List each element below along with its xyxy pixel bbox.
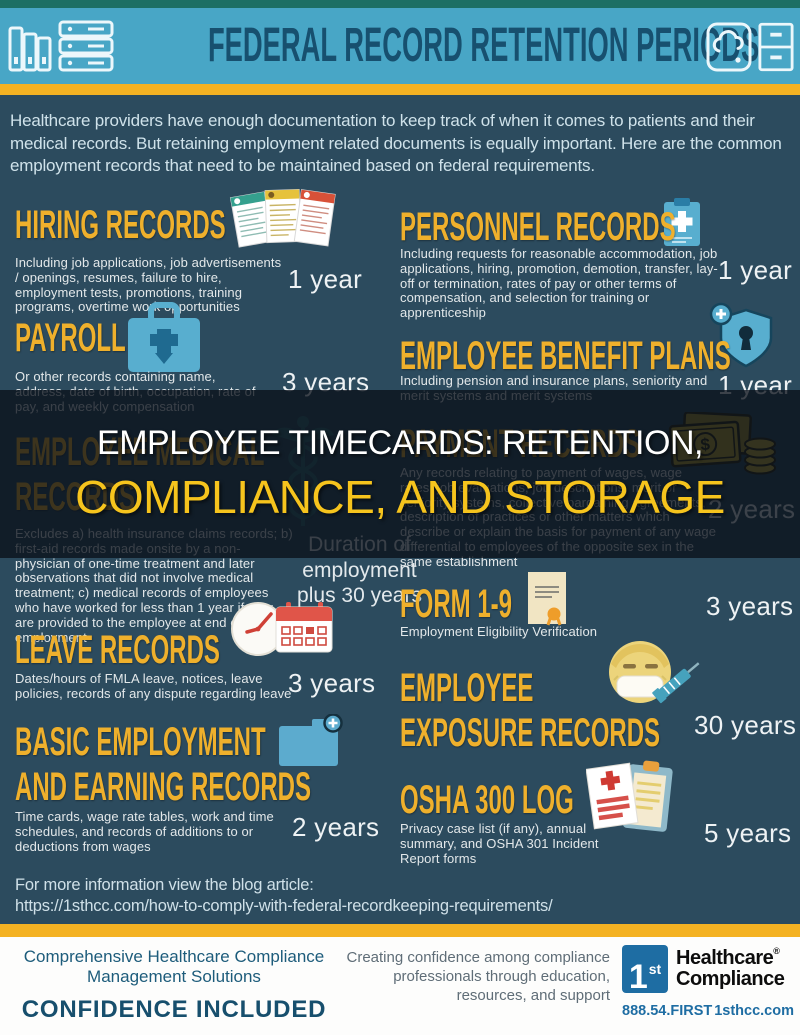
record-title-benefit: EMPLOYEE BENEFIT PLANS xyxy=(400,334,731,378)
blog-url-link[interactable]: https://1sthcc.com/how-to-comply-with-fe… xyxy=(15,897,553,915)
record-title-personnel: PERSONNEL RECORDS xyxy=(400,205,676,249)
record-desc-leave: Dates/hours of FMLA leave, notices, leav… xyxy=(15,671,292,701)
website-link[interactable]: 1sthcc.com xyxy=(714,1003,794,1019)
retention-basic: 2 years xyxy=(292,812,380,842)
retention-exposure: 30 years xyxy=(694,710,797,740)
logo-name-line2: Compliance xyxy=(676,968,785,990)
retention-leave: 3 years xyxy=(288,668,376,698)
footer-bar: Comprehensive Healthcare Compliance Mana… xyxy=(0,937,800,1035)
cloud-storage-icon xyxy=(706,22,752,72)
medical-bag-icon xyxy=(126,302,202,376)
blog-info-text: For more information view the blog artic… xyxy=(15,876,314,894)
phone-number: 888.54.FIRST xyxy=(622,1003,713,1019)
logo-name-line1: Healthcare xyxy=(676,947,774,969)
record-title-leave: LEAVE RECORDS xyxy=(15,628,220,672)
record-title-osha: OSHA 300 LOG xyxy=(400,778,574,822)
page-title: FEDERAL RECORD RETENTION PERIODS xyxy=(207,19,760,72)
resumes-icon xyxy=(228,186,340,250)
record-title-basic: BASIC EMPLOYMENT AND EARNING RECORDS xyxy=(15,720,312,809)
mask-syringe-icon xyxy=(602,630,704,716)
record-title-form19: FORM 1-9 xyxy=(400,582,513,626)
clock-calendar-icon xyxy=(230,598,334,660)
timecards-overlay-banner: EMPLOYEE TIMECARDS: RETENTION, COMPLIANC… xyxy=(0,390,800,558)
folder-icon xyxy=(276,714,344,770)
mission-line2: professionals through education, xyxy=(393,967,610,985)
overlay-title-line2: COMPLIANCE, AND STORAGE xyxy=(75,471,725,523)
file-cabinet-icon xyxy=(758,21,794,73)
footer-mission-block: Creating confidence among compliance pro… xyxy=(345,949,611,1005)
record-title-hiring: HIRING RECORDS xyxy=(15,203,226,247)
logo-badge-suffix: st xyxy=(648,961,662,977)
record-desc-hiring: Including job applications, job advertis… xyxy=(15,255,282,315)
certificate-icon xyxy=(526,570,568,628)
yellow-divider-top xyxy=(0,84,800,95)
record-title-payroll: PAYROLL xyxy=(15,316,126,360)
retention-osha: 5 years xyxy=(704,818,792,848)
osha-docs-icon xyxy=(586,756,674,836)
record-desc-basic: Time cards, wage rate tables, work and t… xyxy=(15,809,274,854)
intro-paragraph: Healthcare providers have enough documen… xyxy=(10,111,782,176)
retention-personnel: 1 year xyxy=(718,255,793,285)
retention-form19: 3 years xyxy=(706,591,794,621)
company-logo-name: Healthcare® Compliance xyxy=(676,946,785,990)
retention-hiring: 1 year xyxy=(288,264,363,294)
footer-slogan: CONFIDENCE INCLUDED xyxy=(21,996,327,1024)
mission-line1: Creating confidence among compliance xyxy=(346,949,611,966)
footer-tagline-line2: Management Solutions xyxy=(87,967,261,987)
record-title-exposure: EMPLOYEE EXPOSURE RECORDS xyxy=(400,666,661,755)
medical-clipboard-icon xyxy=(660,196,704,248)
top-accent-strip xyxy=(0,0,800,8)
footer-left-block: Comprehensive Healthcare Compliance Mana… xyxy=(16,947,332,1024)
overlay-title-line1: EMPLOYEE TIMECARDS: RETENTION, xyxy=(97,424,703,462)
shield-lock-icon xyxy=(708,302,776,372)
yellow-divider-bottom xyxy=(0,924,800,937)
binders-icon xyxy=(8,20,52,72)
server-icon xyxy=(58,20,114,72)
record-desc-personnel: Including requests for reasonable accomm… xyxy=(400,246,718,321)
mission-line3: resources, and support xyxy=(456,986,610,1004)
registered-mark: ® xyxy=(773,946,780,956)
record-desc-osha: Privacy case list (if any), annual summa… xyxy=(400,821,599,866)
footer-tagline-line1: Comprehensive Healthcare Compliance xyxy=(23,947,325,966)
record-desc-form19: Employment Eligibility Verification xyxy=(400,624,598,639)
company-logo-badge: 1st xyxy=(622,945,668,996)
footer-contact: 888.54.FIRST 1sthcc.com xyxy=(622,1003,794,1019)
header-banner: FEDERAL RECORD RETENTION PERIODS xyxy=(0,8,800,84)
